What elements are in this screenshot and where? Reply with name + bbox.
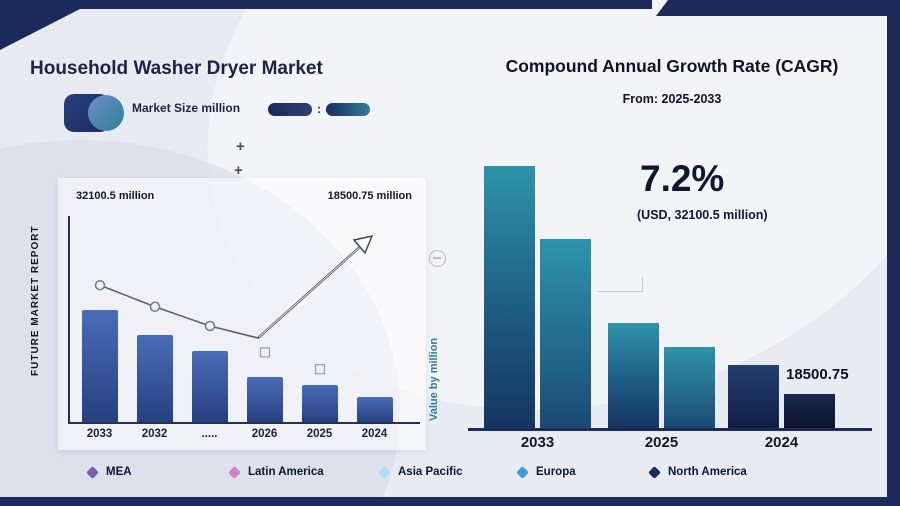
legend-item-asia-pacific: Asia Pacific — [378, 465, 463, 479]
diamond-icon — [516, 465, 529, 479]
market-bar-2025 — [302, 385, 338, 422]
plus-icon — [236, 138, 245, 155]
cagr-axis-line — [468, 428, 872, 431]
cagr-value: 7.2% — [640, 158, 725, 199]
cagr-subtitle: From: 2025-2033 — [622, 92, 722, 106]
market-bar-2024 — [357, 397, 393, 422]
scale-pills: : — [268, 103, 370, 116]
trend-arrow-head — [352, 234, 374, 255]
circle-minus-icon — [429, 250, 446, 267]
washer-dryer-icon — [64, 94, 126, 132]
trend-svg — [94, 234, 374, 375]
market-min-value: 18500.75 million — [327, 190, 412, 202]
legend-label: MEA — [106, 466, 132, 478]
market-bar-2026 — [247, 377, 283, 422]
cagr-xlabel: 2033 — [520, 434, 555, 451]
cagr-bar — [484, 166, 535, 428]
cagr-bar-group-2033 — [484, 166, 591, 428]
legend-label: Europa — [536, 466, 576, 478]
trend-marker-circle — [204, 320, 216, 332]
legend-item-mea: MEA — [86, 465, 132, 479]
market-xlabel: ..... — [201, 428, 218, 440]
cagr-bar — [540, 239, 591, 428]
cagr-bar — [784, 394, 835, 428]
market-xlabel: 2024 — [361, 428, 388, 440]
value-axis-label: Value by million — [428, 337, 440, 421]
pill-separator: : — [317, 102, 321, 116]
washer-drum — [88, 95, 124, 131]
legend-item-latin-america: Latin America — [228, 465, 324, 479]
diamond-icon — [648, 465, 661, 479]
legend-label: Latin America — [248, 466, 324, 478]
cagr-bar-group-2025 — [608, 323, 715, 428]
diamond-icon — [86, 465, 99, 479]
plus-icon — [234, 162, 243, 179]
trend-marker-circle — [94, 279, 106, 291]
legend-item-north-america: North America — [648, 465, 747, 479]
market-bar-2032 — [137, 335, 173, 422]
pill-teal — [326, 103, 370, 116]
trend-marker-square — [259, 347, 271, 358]
market-title: Household Washer Dryer Market — [30, 58, 323, 79]
future-market-report-label: FUTURE MARKET REPORT — [30, 225, 41, 377]
market-bars — [82, 310, 393, 422]
cagr-title: Compound Annual Growth Rate (CAGR) — [505, 56, 839, 76]
legend-label: Asia Pacific — [398, 466, 463, 478]
trend-marker-square — [314, 364, 326, 375]
diamond-icon — [228, 465, 241, 479]
market-xlabel: 2026 — [251, 428, 278, 440]
pill-navy — [268, 103, 312, 116]
diamond-icon — [378, 465, 391, 479]
cagr-note: (USD, 32100.5 million) — [637, 208, 768, 222]
market-xlabels: 2033 2032..... 2026 2025 2024 — [72, 428, 402, 440]
market-size-legend-label: Market Size million — [132, 101, 241, 115]
cagr-bar — [608, 323, 659, 428]
market-bar-2033 — [82, 310, 118, 422]
legend-item-europa: Europa — [516, 465, 576, 479]
market-size-chart: 32100.5 million 18500.75 million 2033 203… — [58, 178, 426, 450]
trend-arrow-shaft-inner — [258, 246, 361, 338]
cagr-chart: 18500.75 2033 2025 2024 — [468, 150, 880, 451]
market-xlabel: 2033 — [86, 428, 113, 440]
step-decoration — [598, 277, 643, 292]
market-bar-..... — [192, 351, 228, 422]
cagr-2024-value: 18500.75 — [786, 366, 849, 383]
market-xlabel: 2032 — [141, 428, 168, 440]
cagr-bar-group-2024 — [728, 365, 835, 428]
market-max-value: 32100.5 million — [76, 190, 155, 202]
legend-label: North America — [668, 466, 747, 478]
market-xlabel: 2025 — [306, 428, 333, 440]
cagr-bar — [728, 365, 779, 428]
cagr-xlabel: 2025 — [644, 434, 679, 451]
cagr-bar — [664, 347, 715, 428]
trend-marker-circle — [149, 301, 161, 313]
x-axis-line — [68, 422, 420, 424]
cagr-xlabel: 2024 — [764, 434, 799, 451]
y-axis-line — [68, 216, 70, 424]
